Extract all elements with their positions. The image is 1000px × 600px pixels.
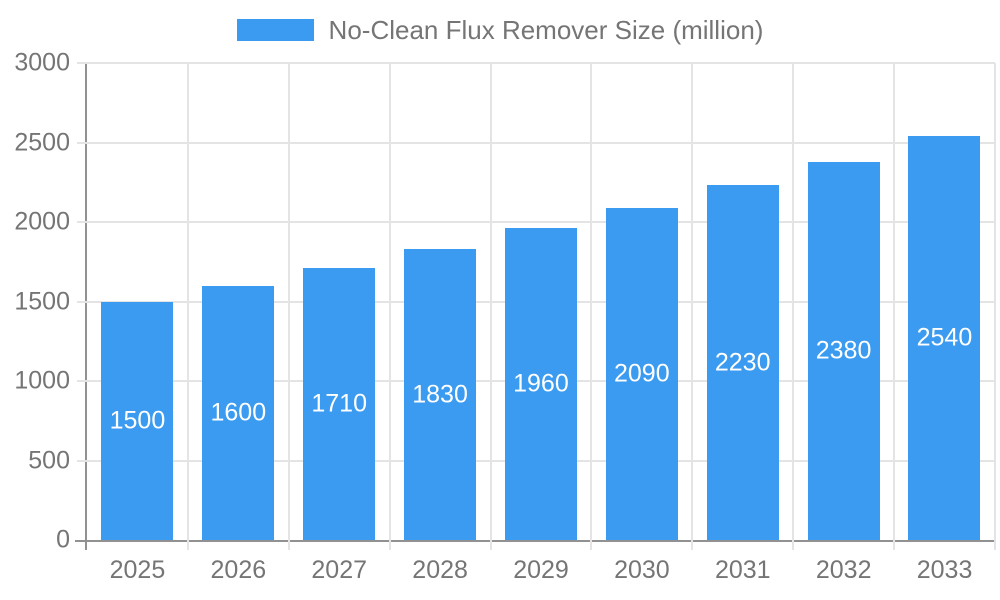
y-tick-label: 3000: [14, 48, 70, 77]
y-tick-label: 2500: [14, 128, 70, 156]
v-gridline: [388, 63, 391, 550]
bar-slot: 1960: [491, 63, 592, 540]
x-tick-label: 2026: [210, 556, 267, 584]
v-gridline: [893, 63, 896, 550]
x-tick-label: 2025: [109, 556, 166, 584]
bar: 1960: [504, 228, 577, 540]
bar-slot: 2230: [692, 63, 793, 540]
legend: No-Clean Flux Remover Size (million): [0, 16, 1000, 44]
v-gridline: [590, 63, 593, 550]
bar-value-label: 2380: [815, 336, 872, 365]
bar: 2230: [706, 185, 779, 540]
bar-value-label: 2540: [916, 323, 973, 352]
v-gridline: [186, 63, 189, 550]
bar-slot: 1600: [188, 63, 289, 540]
v-gridline: [691, 63, 694, 550]
bar: 2540: [908, 136, 981, 540]
x-tick-label: 2033: [916, 556, 973, 584]
bar-value-label: 1500: [109, 406, 166, 435]
x-axis-labels: 2025 2026 2027 2028 2029 2030 2031 2032 2033: [87, 556, 995, 585]
x-tick-label: 2031: [714, 556, 771, 584]
v-gridline: [287, 63, 290, 550]
x-tick-label: 2030: [614, 556, 670, 584]
bar-value-label: 1830: [412, 380, 468, 409]
legend-swatch-icon: [236, 19, 314, 41]
h-gridline: [77, 141, 995, 144]
bar-slot: 2090: [591, 63, 692, 540]
y-tick-label: 2000: [14, 207, 70, 236]
bar: 1710: [303, 268, 376, 540]
bar: 1600: [202, 285, 275, 540]
x-tick-label: 2027: [311, 556, 368, 584]
y-tick-label: 1500: [14, 287, 70, 315]
v-gridline: [792, 63, 795, 550]
h-gridline: [77, 62, 995, 64]
x-tick-label: 2028: [412, 556, 468, 584]
x-tick-label: 2029: [513, 556, 569, 584]
y-tick-label: 500: [28, 446, 70, 475]
y-axis-labels: 0 500 1000 1500 2000 2500 3000: [0, 50, 70, 552]
bar-slot: 1830: [390, 63, 491, 540]
x-tick-label: 2032: [815, 556, 872, 584]
v-gridline: [994, 63, 996, 550]
bars: 1500 1600 1710 1830 1960 2090 2230 2380 2540: [87, 63, 995, 540]
bar: 2090: [605, 207, 678, 540]
y-tick-label: 0: [56, 525, 70, 554]
bar: 1500: [101, 301, 174, 540]
bar-value-label: 1600: [210, 398, 267, 427]
y-tick-label: 1000: [14, 366, 70, 395]
bar-slot: 1710: [289, 63, 390, 540]
v-gridline: [489, 63, 492, 550]
bar-value-label: 2230: [714, 348, 771, 377]
bar-value-label: 2090: [614, 359, 670, 388]
bar-slot: 1500: [87, 63, 188, 540]
plot-area: 1500 1600 1710 1830 1960 2090 2230 2380 2540: [75, 62, 996, 550]
bar-slot: 2540: [894, 63, 995, 540]
legend-label: No-Clean Flux Remover Size (million): [328, 15, 764, 45]
bar: 2380: [807, 161, 880, 540]
zero-tick: [75, 540, 87, 542]
bar: 1830: [404, 249, 477, 540]
y-axis-line-tail: [85, 540, 87, 550]
bar-value-label: 1960: [513, 369, 569, 398]
bar-value-label: 1710: [311, 389, 367, 418]
h-gridline: [77, 221, 995, 224]
bar-slot: 2380: [793, 63, 894, 540]
